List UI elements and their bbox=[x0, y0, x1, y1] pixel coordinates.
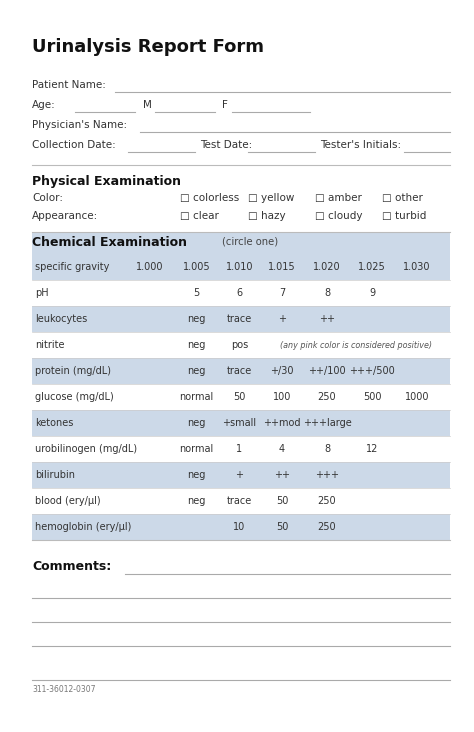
Text: 50: 50 bbox=[276, 522, 288, 532]
Text: □ hazy: □ hazy bbox=[248, 211, 286, 221]
Text: Chemical Examination: Chemical Examination bbox=[32, 236, 187, 249]
Text: 250: 250 bbox=[318, 522, 337, 532]
Text: Physical Examination: Physical Examination bbox=[32, 175, 181, 188]
Text: Age:: Age: bbox=[32, 100, 56, 110]
Text: ++mod: ++mod bbox=[263, 418, 301, 428]
Text: 5: 5 bbox=[193, 288, 200, 298]
Text: □ clear: □ clear bbox=[180, 211, 219, 221]
Text: □ colorless: □ colorless bbox=[180, 193, 239, 203]
Text: 50: 50 bbox=[233, 392, 246, 402]
Text: specific gravity: specific gravity bbox=[35, 262, 109, 272]
Text: 311-36012-0307: 311-36012-0307 bbox=[32, 685, 95, 694]
Text: urobilinogen (mg/dL): urobilinogen (mg/dL) bbox=[35, 444, 137, 454]
Bar bbox=[32, 462, 450, 488]
Text: protein (mg/dL): protein (mg/dL) bbox=[35, 366, 111, 376]
Text: pos: pos bbox=[231, 340, 248, 350]
Text: 1.005: 1.005 bbox=[183, 262, 210, 272]
Text: ++: ++ bbox=[274, 470, 290, 480]
Text: 1.020: 1.020 bbox=[313, 262, 341, 272]
Text: M: M bbox=[143, 100, 152, 110]
Text: 50: 50 bbox=[276, 496, 288, 506]
Text: □ yellow: □ yellow bbox=[248, 193, 294, 203]
Text: normal: normal bbox=[180, 392, 214, 402]
Text: 1: 1 bbox=[237, 444, 242, 454]
Bar bbox=[32, 306, 450, 332]
Text: nitrite: nitrite bbox=[35, 340, 64, 350]
Text: 4: 4 bbox=[279, 444, 285, 454]
Text: +++large: +++large bbox=[303, 418, 351, 428]
Text: Physician's Name:: Physician's Name: bbox=[32, 120, 127, 130]
Text: Color:: Color: bbox=[32, 193, 63, 203]
Bar bbox=[32, 514, 450, 540]
Text: 1.000: 1.000 bbox=[136, 262, 163, 272]
Text: 9: 9 bbox=[369, 288, 375, 298]
Text: Collection Date:: Collection Date: bbox=[32, 140, 116, 150]
Bar bbox=[32, 232, 450, 254]
Text: (any pink color is considered positive): (any pink color is considered positive) bbox=[280, 340, 432, 349]
Text: □ turbid: □ turbid bbox=[382, 211, 427, 221]
Bar bbox=[32, 254, 450, 280]
Text: +: + bbox=[278, 314, 286, 324]
Text: Tester's Initials:: Tester's Initials: bbox=[320, 140, 401, 150]
Text: +: + bbox=[236, 470, 243, 480]
Text: pH: pH bbox=[35, 288, 49, 298]
Text: trace: trace bbox=[227, 366, 252, 376]
Text: □ cloudy: □ cloudy bbox=[315, 211, 363, 221]
Text: ketones: ketones bbox=[35, 418, 73, 428]
Text: 6: 6 bbox=[237, 288, 242, 298]
Text: 1.025: 1.025 bbox=[358, 262, 386, 272]
Text: leukocytes: leukocytes bbox=[35, 314, 87, 324]
Text: 500: 500 bbox=[363, 392, 382, 402]
Text: ++/100: ++/100 bbox=[308, 366, 346, 376]
Text: 8: 8 bbox=[324, 444, 330, 454]
Bar bbox=[32, 410, 450, 436]
Text: ++: ++ bbox=[319, 314, 335, 324]
Text: blood (ery/µl): blood (ery/µl) bbox=[35, 496, 100, 506]
Text: neg: neg bbox=[188, 470, 206, 480]
Text: bilirubin: bilirubin bbox=[35, 470, 75, 480]
Text: 12: 12 bbox=[366, 444, 378, 454]
Text: +++/500: +++/500 bbox=[349, 366, 395, 376]
Text: 1000: 1000 bbox=[405, 392, 429, 402]
Text: +/30: +/30 bbox=[270, 366, 294, 376]
Text: +++: +++ bbox=[315, 470, 339, 480]
Bar bbox=[32, 358, 450, 384]
Text: □ amber: □ amber bbox=[315, 193, 362, 203]
Text: neg: neg bbox=[188, 418, 206, 428]
Text: Urinalysis Report Form: Urinalysis Report Form bbox=[32, 38, 264, 56]
Text: +small: +small bbox=[222, 418, 256, 428]
Text: Appearance:: Appearance: bbox=[32, 211, 98, 221]
Text: 250: 250 bbox=[318, 496, 337, 506]
Text: trace: trace bbox=[227, 496, 252, 506]
Text: Test Date:: Test Date: bbox=[200, 140, 252, 150]
Text: hemoglobin (ery/µl): hemoglobin (ery/µl) bbox=[35, 522, 131, 532]
Text: (circle one): (circle one) bbox=[222, 237, 278, 247]
Text: normal: normal bbox=[180, 444, 214, 454]
Text: □ other: □ other bbox=[382, 193, 423, 203]
Text: 1.030: 1.030 bbox=[403, 262, 431, 272]
Text: neg: neg bbox=[188, 314, 206, 324]
Text: neg: neg bbox=[188, 366, 206, 376]
Text: 100: 100 bbox=[273, 392, 291, 402]
Text: 8: 8 bbox=[324, 288, 330, 298]
Text: F: F bbox=[222, 100, 228, 110]
Text: trace: trace bbox=[227, 314, 252, 324]
Text: 7: 7 bbox=[279, 288, 285, 298]
Text: 10: 10 bbox=[233, 522, 246, 532]
Text: 1.015: 1.015 bbox=[268, 262, 296, 272]
Text: Comments:: Comments: bbox=[32, 560, 111, 573]
Text: 250: 250 bbox=[318, 392, 337, 402]
Text: neg: neg bbox=[188, 340, 206, 350]
Text: glucose (mg/dL): glucose (mg/dL) bbox=[35, 392, 114, 402]
Text: neg: neg bbox=[188, 496, 206, 506]
Text: 1.010: 1.010 bbox=[226, 262, 253, 272]
Text: Patient Name:: Patient Name: bbox=[32, 80, 106, 90]
